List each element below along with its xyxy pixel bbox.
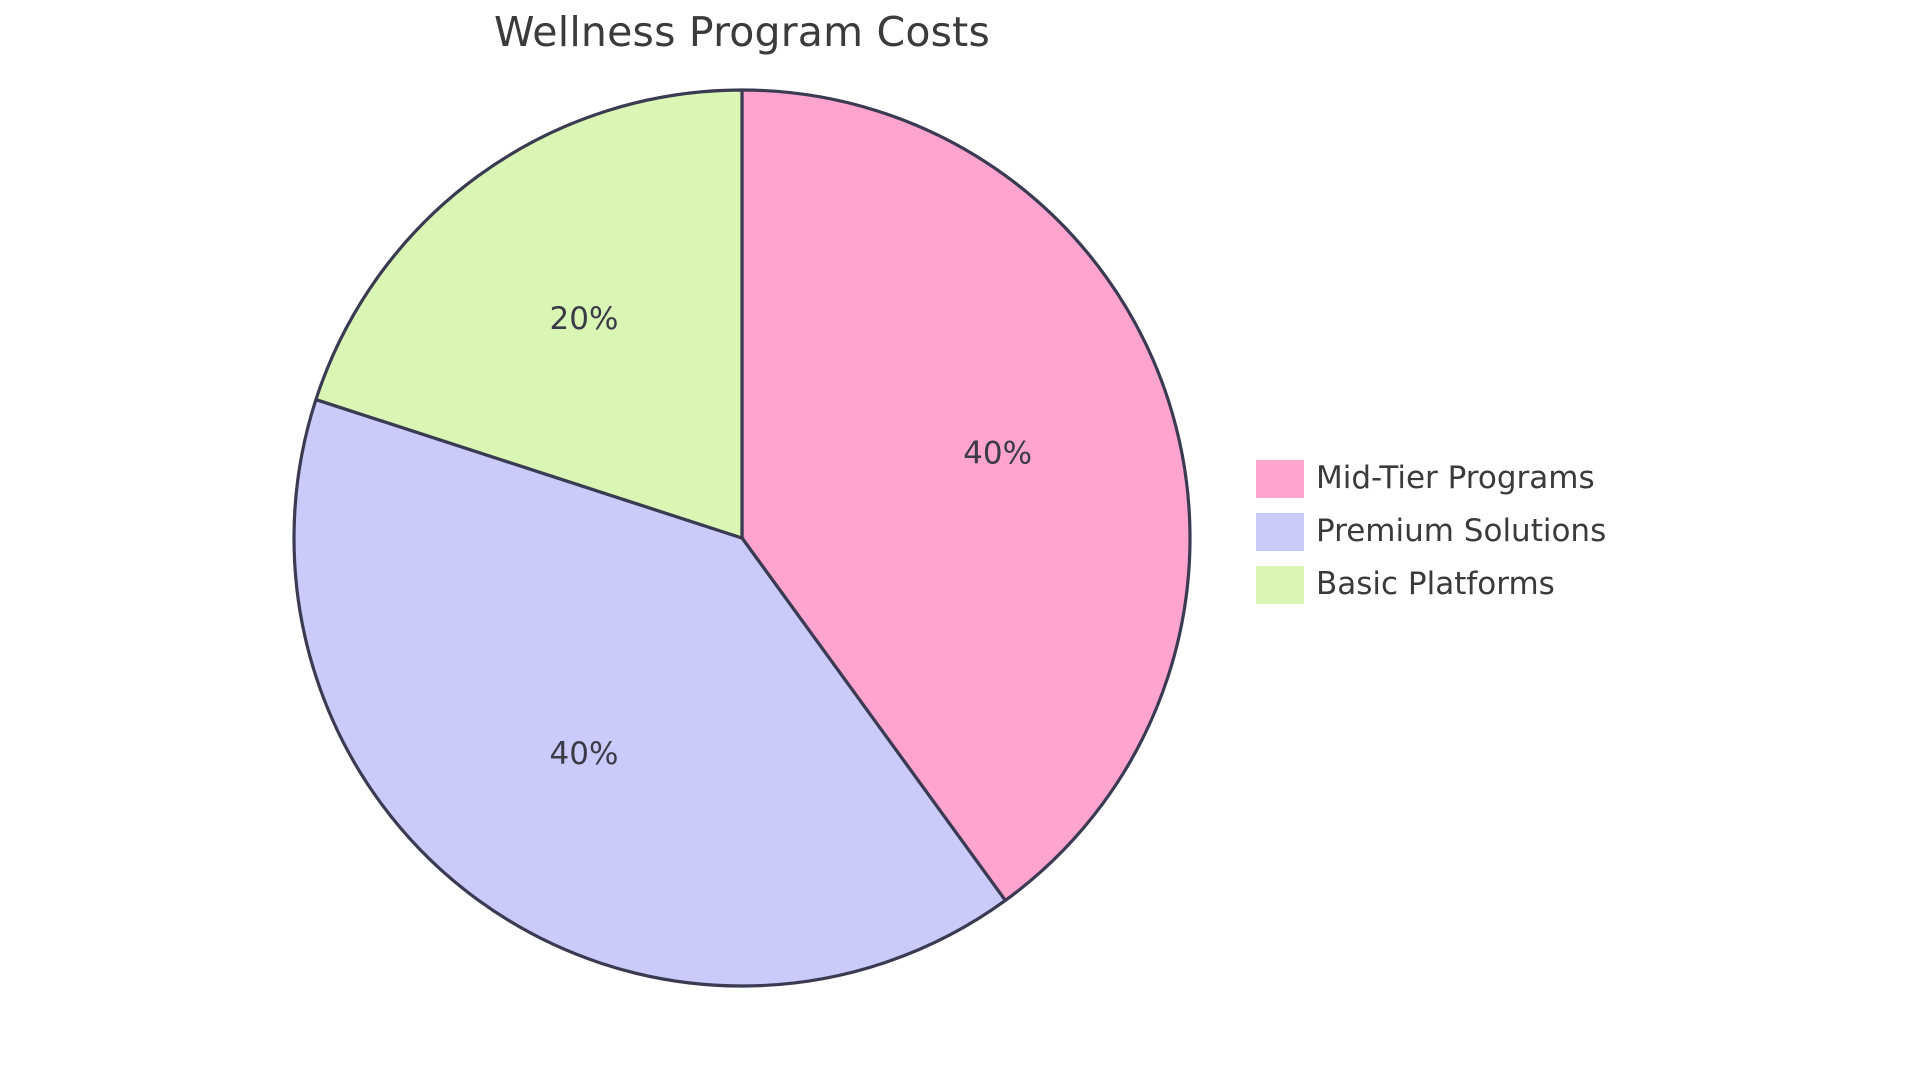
pie-slice-1[interactable]	[292, 397, 1007, 988]
pie-slice-0[interactable]	[740, 88, 1192, 903]
legend-item-0[interactable]: Mid-Tier Programs	[1256, 452, 1606, 505]
chart-legend: Mid-Tier Programs Premium Solutions Basi…	[1256, 452, 1606, 611]
pie-slice-label-0: 40%	[963, 435, 1032, 471]
pie-slice-2[interactable]	[314, 88, 744, 540]
legend-swatch-icon-1	[1256, 512, 1304, 551]
pie-slices-group	[292, 88, 1192, 988]
page-title: Wellness Program Costs	[493, 8, 991, 56]
legend-label-0: Mid-Tier Programs	[1316, 460, 1595, 496]
legend-label-1: Premium Solutions	[1316, 513, 1607, 549]
legend-swatch-icon-2	[1256, 565, 1304, 604]
legend-label-2: Basic Platforms	[1316, 566, 1555, 602]
pie-slice-label-2: 20%	[550, 301, 619, 337]
legend-item-1[interactable]: Premium Solutions	[1256, 505, 1606, 558]
legend-item-2[interactable]: Basic Platforms	[1256, 558, 1606, 611]
pie-slice-labels-group: 40% 40% 20%	[550, 301, 1033, 772]
pie-slice-label-1: 40%	[550, 736, 619, 772]
legend-swatch-icon-0	[1256, 459, 1304, 498]
